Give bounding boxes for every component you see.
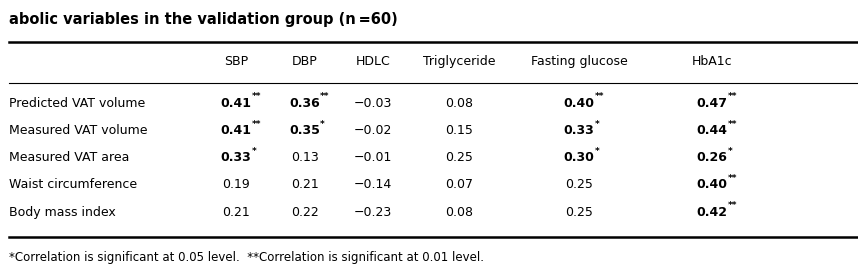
Text: SBP: SBP [224,55,248,68]
Text: 0.07: 0.07 [445,178,473,191]
Text: *: * [728,147,733,156]
Text: 0.08: 0.08 [445,206,473,219]
Text: 0.19: 0.19 [222,178,250,191]
Text: **: ** [251,92,261,101]
Text: 0.40: 0.40 [564,97,595,110]
Text: *: * [251,147,256,156]
Text: **: ** [728,174,737,183]
Text: −0.14: −0.14 [354,178,392,191]
Text: −0.01: −0.01 [354,151,392,164]
Text: 0.25: 0.25 [565,206,593,219]
Text: 0.13: 0.13 [291,151,318,164]
Text: **: ** [595,92,604,101]
Text: 0.21: 0.21 [291,178,318,191]
Text: −0.03: −0.03 [354,97,392,110]
Text: 0.44: 0.44 [697,124,728,137]
Text: 0.08: 0.08 [445,97,473,110]
Text: Predicted VAT volume: Predicted VAT volume [9,97,145,110]
Text: **: ** [320,92,329,101]
Text: *: * [320,120,325,129]
Text: HDLC: HDLC [356,55,390,68]
Text: 0.15: 0.15 [445,124,473,137]
Text: Body mass index: Body mass index [9,206,115,219]
Text: **: ** [728,201,737,210]
Text: *: * [595,120,599,129]
Text: **: ** [728,120,737,129]
Text: HbA1c: HbA1c [692,55,733,68]
Text: abolic variables in the validation group (n =60): abolic variables in the validation group… [9,12,397,27]
Text: 0.25: 0.25 [445,151,473,164]
Text: 0.47: 0.47 [697,97,728,110]
Text: 0.40: 0.40 [697,178,728,191]
Text: 0.22: 0.22 [291,206,318,219]
Text: 0.25: 0.25 [565,178,593,191]
Text: 0.42: 0.42 [697,206,728,219]
Text: *Correlation is significant at 0.05 level.  **Correlation is significant at 0.01: *Correlation is significant at 0.05 leve… [9,251,484,264]
Text: 0.33: 0.33 [221,151,251,164]
Text: −0.02: −0.02 [354,124,392,137]
Text: −0.23: −0.23 [354,206,392,219]
Text: **: ** [728,92,737,101]
Text: **: ** [251,120,261,129]
Text: DBP: DBP [292,55,317,68]
Text: 0.41: 0.41 [221,97,251,110]
Text: Measured VAT area: Measured VAT area [9,151,129,164]
Text: Fasting glucose: Fasting glucose [531,55,627,68]
Text: 0.36: 0.36 [289,97,320,110]
Text: Waist circumference: Waist circumference [9,178,136,191]
Text: 0.26: 0.26 [697,151,728,164]
Text: Measured VAT volume: Measured VAT volume [9,124,147,137]
Text: 0.41: 0.41 [221,124,251,137]
Text: Triglyceride: Triglyceride [423,55,495,68]
Text: 0.21: 0.21 [222,206,250,219]
Text: 0.33: 0.33 [564,124,595,137]
Text: 0.30: 0.30 [564,151,595,164]
Text: 0.35: 0.35 [289,124,320,137]
Text: *: * [595,147,600,156]
